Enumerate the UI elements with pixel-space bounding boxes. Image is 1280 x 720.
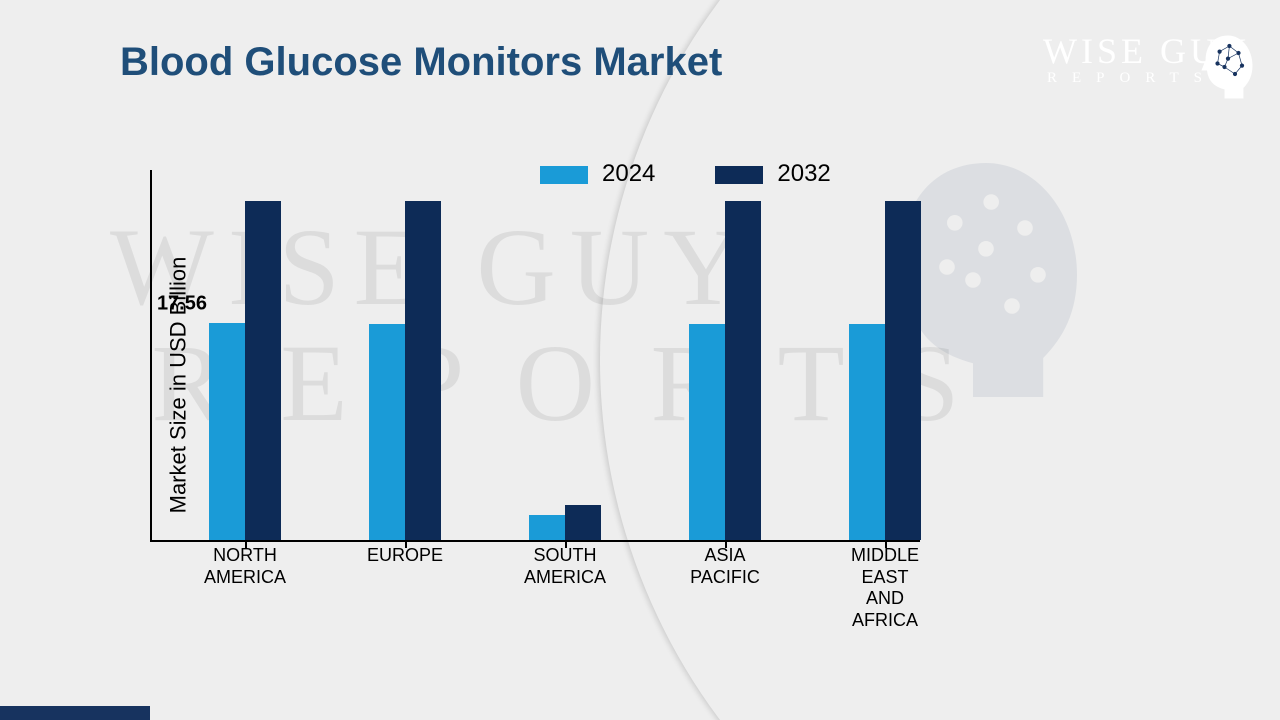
brand-head-icon (1186, 32, 1256, 102)
x-axis-category-label: EUROPE (340, 545, 470, 567)
x-axis-category-label: SOUTHAMERICA (500, 545, 630, 588)
x-axis-category-label: ASIAPACIFIC (660, 545, 790, 588)
chart-area: Market Size in USD Billion 17.56 NORTHAM… (90, 150, 920, 620)
x-axis-category-label: MIDDLEEASTANDAFRICA (820, 545, 950, 631)
x-tick (565, 540, 567, 548)
bar-value-label: 17.56 (157, 293, 207, 316)
bottom-accent-bar (0, 706, 150, 720)
brand-logo: WISE GUY REPORTS (1043, 30, 1250, 87)
bar-2024 (849, 324, 885, 540)
stage: WISE GUY REPORTS WISE GUY R E P O R T S … (0, 0, 1280, 720)
bar-2032 (565, 505, 601, 540)
x-tick (885, 540, 887, 548)
bar-2024 (209, 323, 245, 540)
bar-group (369, 201, 441, 540)
x-labels: NORTHAMERICA EUROPE SOUTHAMERICA ASIAPACIFI… (150, 545, 920, 645)
bar-group (849, 201, 921, 540)
bar-2024 (529, 515, 565, 540)
bar-2032 (405, 201, 441, 540)
x-tick (725, 540, 727, 548)
bar-2024 (369, 324, 405, 540)
bar-2032 (885, 201, 921, 540)
bar-group (689, 201, 761, 540)
plot-area: 17.56 (150, 170, 920, 540)
bar-group (209, 201, 281, 540)
page-title: Blood Glucose Monitors Market (120, 40, 722, 85)
x-axis-category-label: NORTHAMERICA (180, 545, 310, 588)
bar-group (529, 505, 601, 540)
bar-2024 (689, 324, 725, 540)
x-tick (405, 540, 407, 548)
x-tick (245, 540, 247, 548)
x-axis (150, 540, 920, 542)
bar-2032 (245, 201, 281, 540)
bar-2032 (725, 201, 761, 540)
